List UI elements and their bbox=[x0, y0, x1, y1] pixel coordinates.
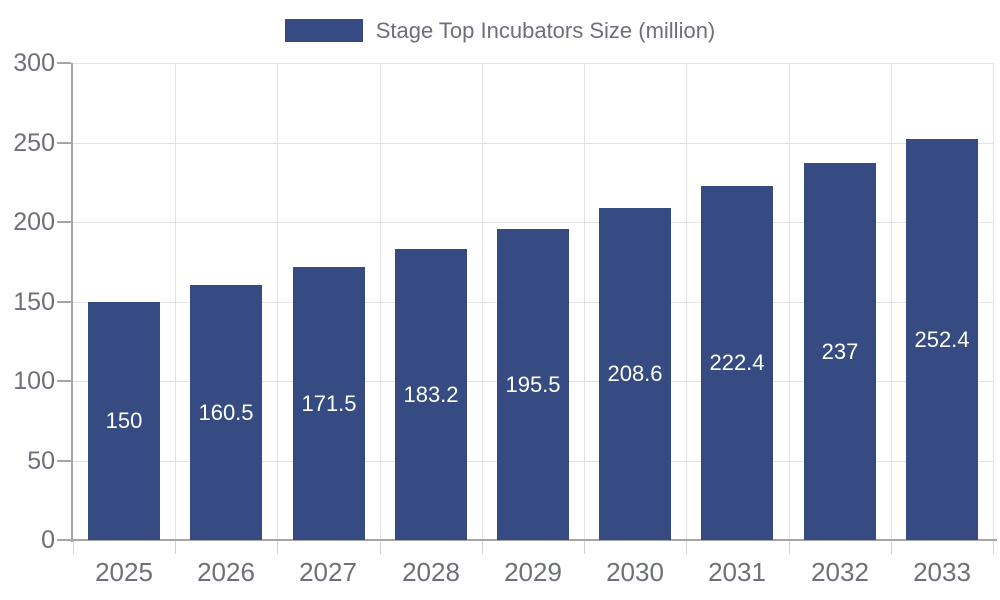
x-axis-tick bbox=[380, 540, 381, 554]
x-tick-label: 2030 bbox=[606, 557, 664, 587]
gridline-vertical bbox=[482, 63, 483, 540]
bar-value-label: 183.2 bbox=[403, 381, 459, 407]
bar-2032[interactable]: 237 bbox=[804, 163, 876, 540]
x-axis-tick bbox=[482, 540, 483, 554]
y-axis-tick bbox=[57, 380, 71, 382]
x-tick-label: 2027 bbox=[299, 557, 357, 587]
y-axis-tick bbox=[57, 142, 71, 144]
gridline-vertical bbox=[891, 63, 892, 540]
y-tick-label: 200 bbox=[13, 208, 55, 236]
x-axis-tick bbox=[73, 540, 74, 554]
legend[interactable]: Stage Top Incubators Size (million) bbox=[0, 19, 1000, 42]
x-axis-tick bbox=[686, 540, 687, 554]
y-tick-label: 150 bbox=[13, 288, 55, 316]
x-tick-label: 2025 bbox=[95, 557, 153, 587]
bar-value-label: 160.5 bbox=[198, 399, 254, 425]
bar-value-label: 222.4 bbox=[709, 350, 765, 375]
x-axis-tick bbox=[891, 540, 892, 554]
y-tick-label: 0 bbox=[41, 526, 55, 554]
x-axis-line bbox=[71, 539, 997, 541]
gridline-vertical bbox=[175, 63, 176, 540]
y-tick-label: 250 bbox=[13, 129, 55, 157]
y-axis-tick bbox=[57, 460, 71, 462]
x-tick-label: 2029 bbox=[504, 557, 562, 587]
gridline-horizontal bbox=[73, 143, 993, 144]
x-axis-tick bbox=[277, 540, 278, 554]
x-axis-tick bbox=[584, 540, 585, 554]
bar-2025[interactable]: 150 bbox=[88, 302, 160, 540]
gridline-vertical bbox=[686, 63, 687, 540]
x-axis-tick bbox=[175, 540, 176, 554]
bar-value-label: 150 bbox=[105, 408, 143, 433]
x-tick-label: 2031 bbox=[708, 557, 766, 587]
y-axis-tick bbox=[57, 221, 71, 223]
gridline-vertical bbox=[380, 63, 381, 540]
bar-value-label: 195.5 bbox=[505, 371, 561, 397]
gridline-vertical bbox=[277, 63, 278, 540]
x-tick-label: 2032 bbox=[811, 557, 869, 587]
y-axis-tick bbox=[57, 301, 71, 303]
legend-label: Stage Top Incubators Size (million) bbox=[375, 18, 716, 43]
y-tick-label: 50 bbox=[27, 447, 55, 475]
x-axis-tick bbox=[993, 540, 994, 554]
gridline-horizontal bbox=[73, 222, 993, 223]
bar-value-label: 208.6 bbox=[607, 361, 663, 386]
gridline-vertical bbox=[789, 63, 790, 540]
bar-2033[interactable]: 252.4 bbox=[906, 139, 978, 540]
bar-value-label: 237 bbox=[821, 338, 859, 364]
bar-2027[interactable]: 171.5 bbox=[293, 267, 365, 540]
bar-2031[interactable]: 222.4 bbox=[701, 186, 773, 540]
bar-value-label: 171.5 bbox=[301, 390, 357, 416]
gridline-horizontal bbox=[73, 63, 993, 64]
y-axis-tick bbox=[57, 539, 71, 541]
bar-2030[interactable]: 208.6 bbox=[599, 208, 671, 540]
bar-2029[interactable]: 195.5 bbox=[497, 229, 569, 540]
y-tick-label: 100 bbox=[13, 367, 55, 395]
gridline-vertical bbox=[584, 63, 585, 540]
bar-value-label: 252.4 bbox=[914, 326, 970, 352]
y-axis-line bbox=[71, 63, 73, 542]
y-axis-tick bbox=[57, 62, 71, 64]
bar-2028[interactable]: 183.2 bbox=[395, 249, 467, 540]
legend-swatch bbox=[284, 19, 363, 42]
bar-2026[interactable]: 160.5 bbox=[190, 285, 262, 540]
x-tick-label: 2028 bbox=[402, 557, 460, 587]
x-tick-label: 2033 bbox=[913, 557, 971, 587]
gridline-vertical bbox=[993, 63, 994, 540]
y-tick-label: 300 bbox=[13, 49, 55, 77]
x-tick-label: 2026 bbox=[197, 557, 255, 587]
x-axis-tick bbox=[789, 540, 790, 554]
